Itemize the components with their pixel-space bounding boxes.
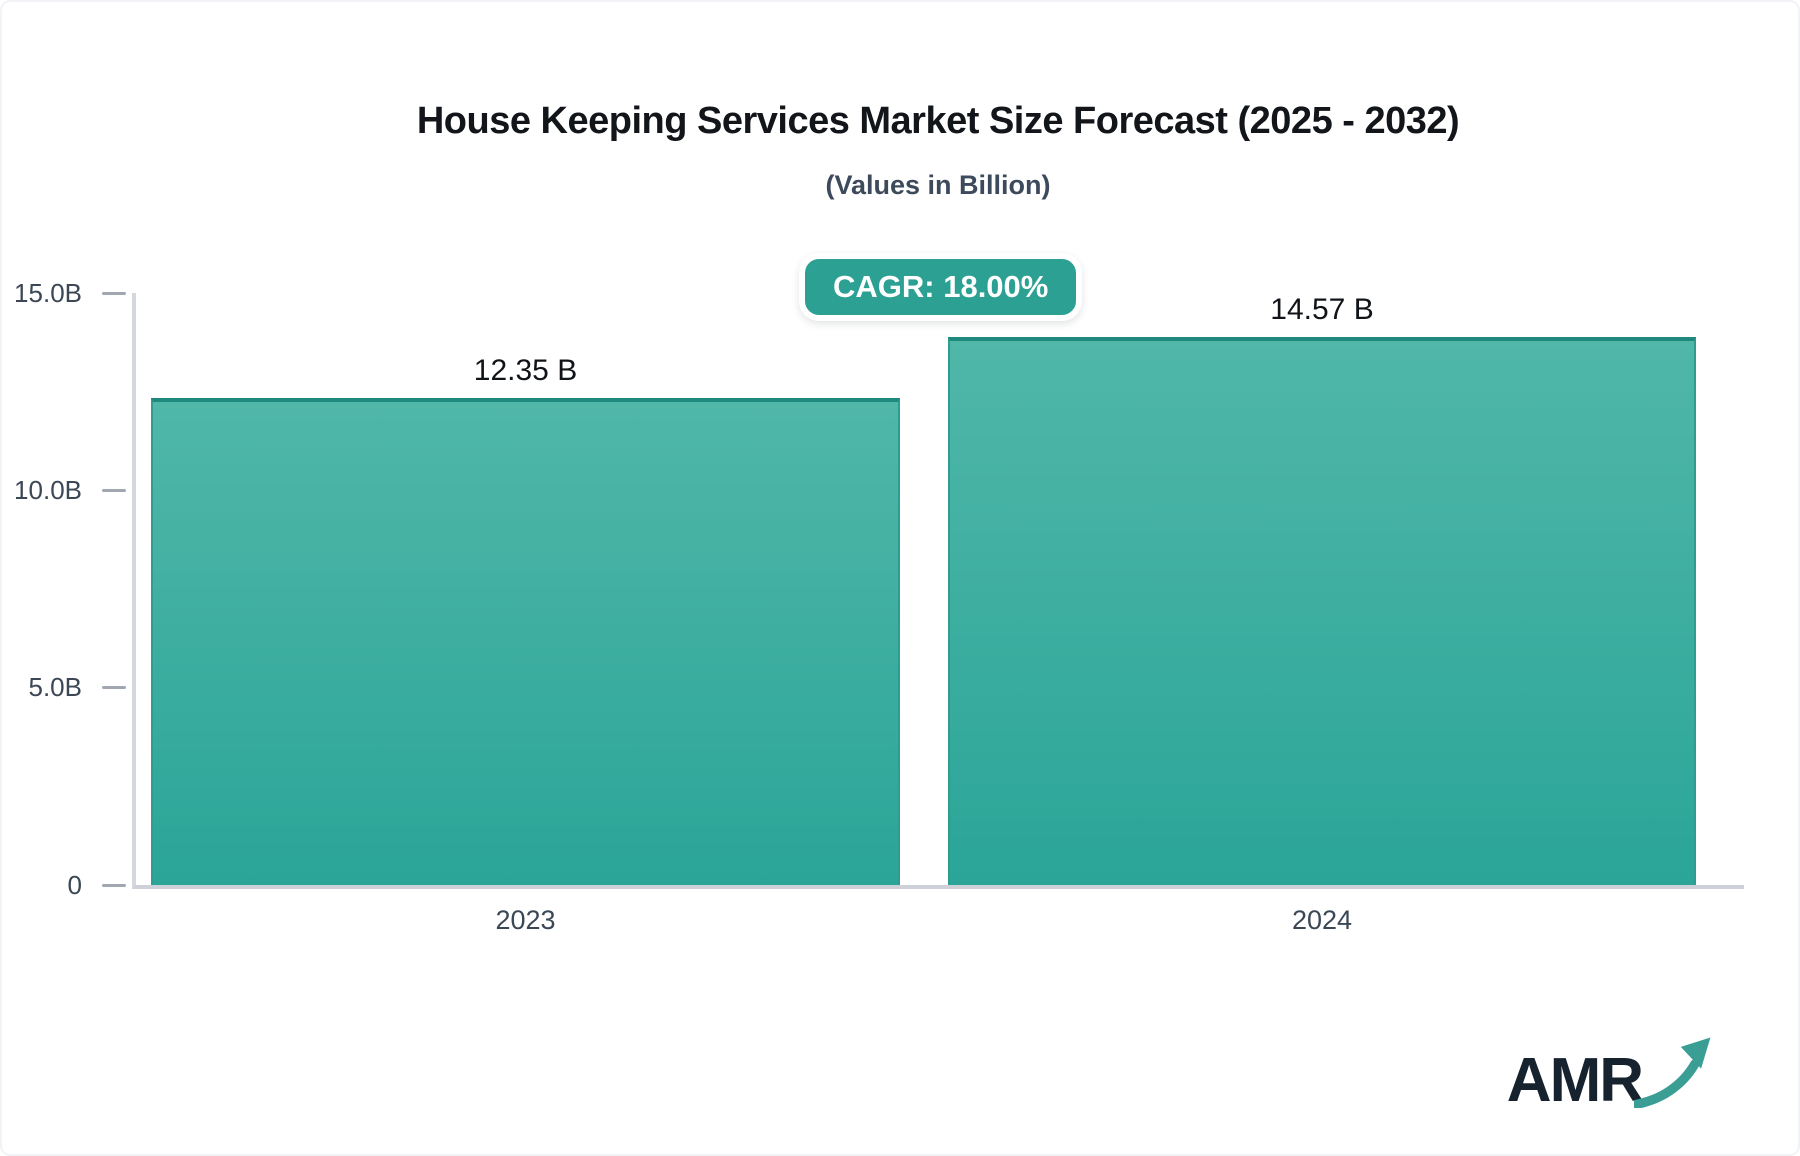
chart-title: House Keeping Services Market Size Forec…: [416, 100, 1460, 142]
tick-dash: [102, 488, 126, 492]
growth-arrow-icon: [1634, 1037, 1711, 1108]
bar-value-label: 14.57 B: [1270, 293, 1374, 326]
bar-2023: [151, 397, 900, 885]
y-tick-label: 10.0B: [14, 474, 82, 505]
amr-logo-text: AMR: [1506, 1046, 1644, 1115]
x-axis-label-2023: 2023: [495, 905, 556, 935]
bar-value-label: 12.35 B: [473, 353, 578, 387]
x-axis-label-2024: 2024: [1291, 905, 1353, 935]
tick-dash: [102, 686, 126, 690]
tick-dash: [102, 291, 126, 295]
y-axis-tick: 10.0B: [12, 475, 136, 505]
bar-2024: [948, 337, 1696, 885]
y-tick-label: 15.0B: [14, 277, 82, 308]
cagr-badge: CAGR: 18.00%: [799, 253, 1083, 321]
y-axis-tick: 5.0B: [12, 672, 136, 703]
y-tick-label: 0: [67, 869, 82, 900]
y-axis-tick: 0: [12, 870, 136, 900]
bar-column-2023: 12.35 B 2023: [151, 293, 900, 935]
amr-logo: AMR: [1507, 1034, 1712, 1112]
tick-dash: [102, 883, 126, 887]
y-tick-label: 5.0B: [28, 672, 83, 703]
y-axis-tick: 15.0B: [12, 278, 136, 308]
chart-subtitle: (Values in Billion): [825, 170, 1051, 200]
plot-area: 0 5.0B 10.0B 15.0B 12.35 B 2023 14.57 B …: [14, 278, 1744, 935]
bar-column-2024: 14.57 B 2024: [948, 293, 1696, 935]
